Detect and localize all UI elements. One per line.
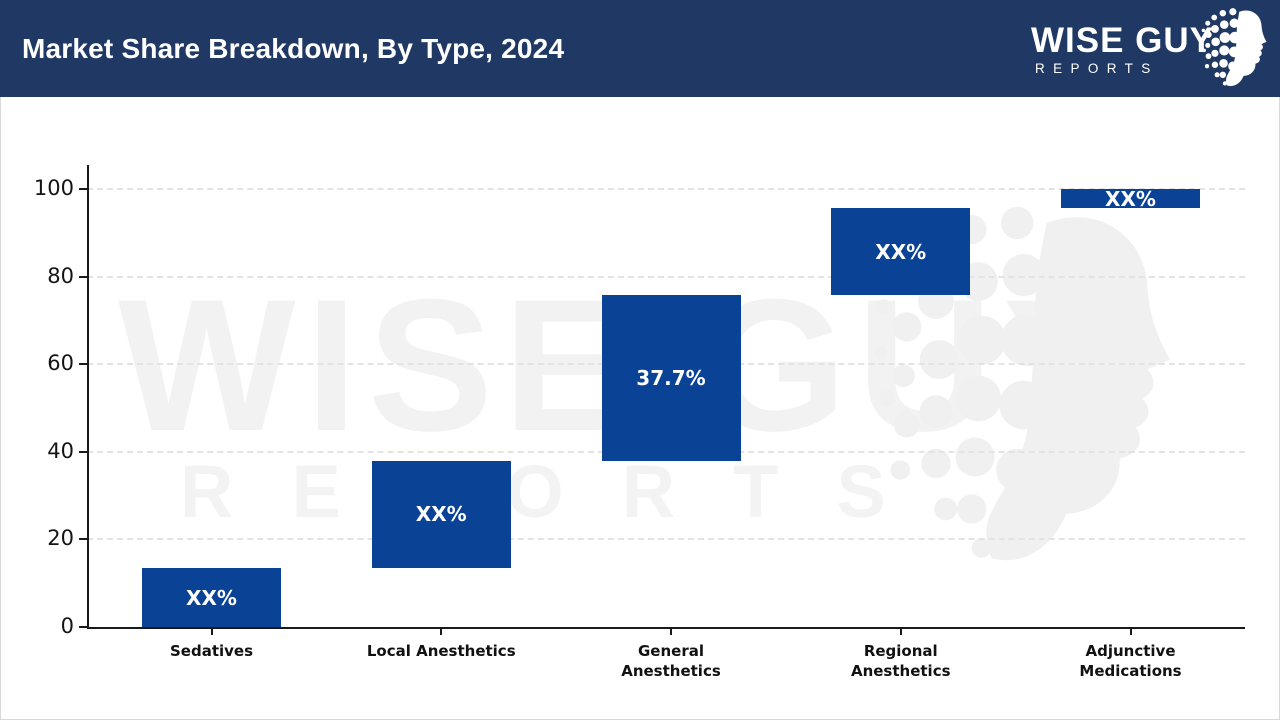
page-title: Market Share Breakdown, By Type, 2024 <box>22 32 565 64</box>
wiseguy-logo-text: WISE GUY REPORTS <box>1031 23 1214 76</box>
bar-general-anesthetics: 37.7% <box>601 295 741 461</box>
bar-value-label-general-anesthetics: 37.7% <box>636 365 706 390</box>
y-axis-line <box>87 165 89 629</box>
x-category-line: Anesthetics <box>621 662 721 680</box>
x-category-line: Anesthetics <box>850 662 951 680</box>
wiseguy-logo-name: WISE GUY <box>1030 20 1214 60</box>
y-tick-label-0: 0 <box>60 614 74 638</box>
x-category-label-adjunctive-medications: Adjunctive Medications <box>1021 641 1241 681</box>
x-tick-mark-general-anesthetics <box>670 627 672 635</box>
y-tick-mark-20 <box>79 538 88 541</box>
x-tick-mark-local-anesthetics <box>440 627 443 635</box>
bar-value-label-sedatives: XX% <box>186 585 237 610</box>
x-tick-mark-adjunctive-medications <box>1129 627 1132 635</box>
bar-adjunctive-medications: XX% <box>1061 186 1200 211</box>
x-category-label-regional-anesthetics: Regional Anesthetics <box>791 641 1011 681</box>
y-tick-mark-80 <box>79 275 88 278</box>
x-tick-mark-regional-anesthetics <box>899 627 902 635</box>
x-category-line: Regional <box>863 642 938 660</box>
x-category-label-sedatives: Sedatives <box>102 641 322 661</box>
bar-value-label-regional-anesthetics: XX% <box>875 239 927 264</box>
y-tick-mark-100 <box>79 188 88 190</box>
wiseguy-logo: WISE GUY REPORTS <box>1031 6 1272 92</box>
bar-local-anesthetics: XX% <box>371 460 511 569</box>
x-tick-mark-sedatives <box>210 627 213 635</box>
y-tick-label-60: 60 <box>47 351 74 376</box>
watermark-tagline: REPORTS <box>180 450 944 533</box>
wiseguy-face-icon <box>1201 8 1267 87</box>
bar-value-label-local-anesthetics: XX% <box>415 502 467 527</box>
y-tick-mark-60 <box>79 363 88 366</box>
y-tick-label-80: 80 <box>47 263 74 288</box>
x-category-line: General <box>638 642 704 660</box>
x-category-line: Adjunctive <box>1085 642 1176 660</box>
bar-value-label-adjunctive-medications: XX% <box>1105 186 1156 211</box>
gridline-20 <box>87 538 1245 541</box>
wiseguy-logo-tagline: REPORTS <box>1034 60 1159 76</box>
x-category-line: Local Anesthetics <box>366 642 516 660</box>
y-tick-label-20: 20 <box>47 526 74 551</box>
y-tick-mark-0 <box>79 626 88 628</box>
y-tick-mark-40 <box>79 450 88 453</box>
bar-regional-anesthetics: XX% <box>831 208 971 296</box>
gridline-80 <box>87 275 1245 278</box>
chart-area: WISE GUY REPORTS 0 20 40 60 80 100 XX% Sedative… <box>0 97 1280 720</box>
y-tick-label-100: 100 <box>33 176 74 200</box>
header-bar: Market Share Breakdown, By Type, 2024 WI… <box>0 0 1280 97</box>
x-axis-line <box>87 627 1245 629</box>
gridline-100 <box>87 188 1245 190</box>
x-category-line: Medications <box>1079 662 1182 680</box>
bar-sedatives: XX% <box>142 568 281 627</box>
x-category-label-local-anesthetics: Local Anesthetics <box>331 641 551 661</box>
x-category-line: Sedatives <box>169 642 254 660</box>
y-tick-label-40: 40 <box>47 438 74 463</box>
x-category-label-general-anesthetics: General Anesthetics <box>561 641 781 681</box>
